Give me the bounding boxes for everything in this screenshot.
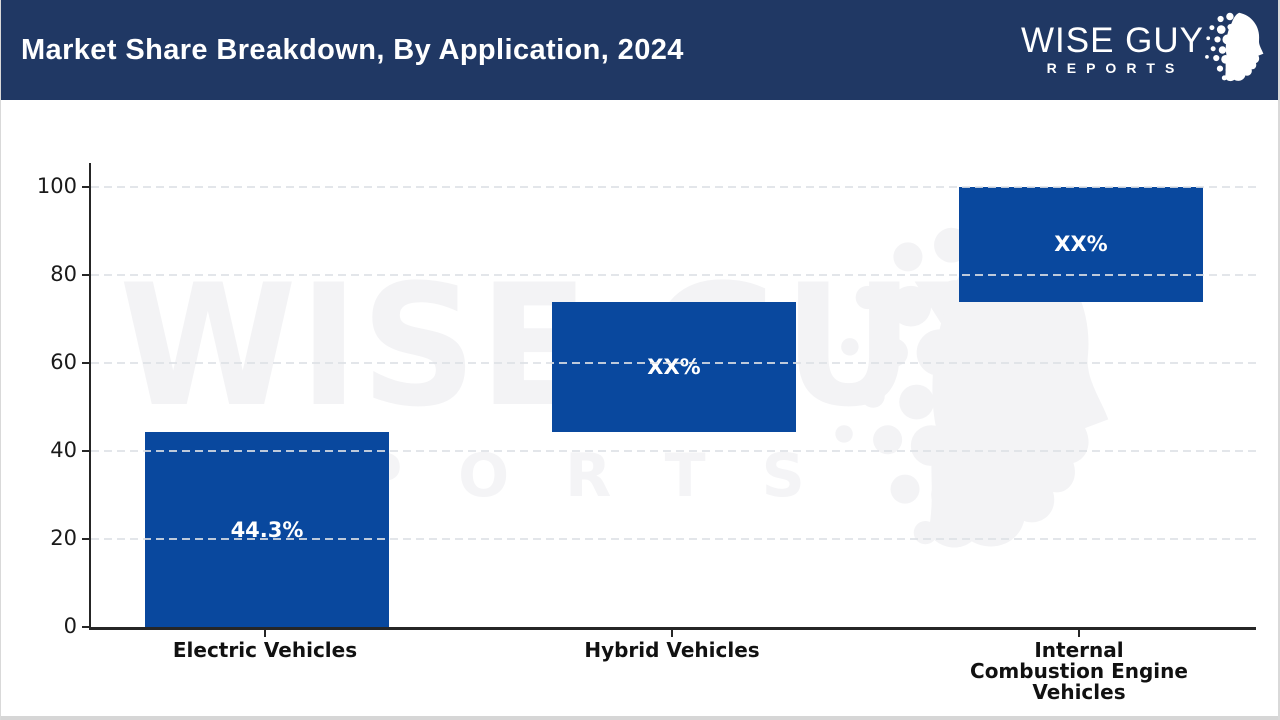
wise-guy-reports-logo: WISE GUY REPORTS [1021, 11, 1264, 89]
y-tick-label-100: 100 [36, 174, 77, 198]
x-tick-mark-1 [671, 630, 673, 637]
logo-name-text: WISE GUY [1020, 21, 1204, 60]
header-bar: Market Share Breakdown, By Application, … [1, 0, 1278, 100]
x-tick-mark-0 [264, 630, 266, 637]
y-tick-mark-100 [82, 186, 89, 188]
bottom-strip [1, 716, 1278, 720]
bar-1: XX% [552, 301, 796, 433]
bar-2: XX% [959, 187, 1203, 302]
y-tick-mark-80 [82, 274, 89, 276]
y-tick-label-40: 40 [50, 438, 77, 462]
y-tick-mark-40 [82, 450, 89, 452]
y-tick-label-20: 20 [50, 526, 77, 550]
y-tick-label-80: 80 [50, 262, 77, 286]
y-tick-mark-0 [82, 626, 89, 628]
x-category-label-1: Hybrid Vehicles [584, 638, 760, 662]
bar-value-label-0: 44.3% [230, 517, 304, 542]
y-tick-label-60: 60 [50, 350, 77, 374]
y-tick-mark-20 [82, 538, 89, 540]
bar-value-label-1: XX% [647, 354, 701, 379]
watermark-head-icon [835, 227, 1109, 548]
bar-0: 44.3% [145, 432, 389, 627]
y-tick-label-0: 0 [63, 614, 77, 638]
logo-text: WISE GUY REPORTS [1021, 23, 1204, 77]
bar-value-label-2: XX% [1054, 232, 1108, 257]
x-category-label-2: Internal Combustion Engine Vehicles [970, 638, 1188, 704]
logo-head-icon [1205, 12, 1264, 82]
logo-sub-text: REPORTS [1046, 60, 1185, 76]
plot-area: 44.3% XX% XX% [89, 163, 1256, 630]
x-category-label-0: Electric Vehicles [172, 638, 358, 662]
page-title: Market Share Breakdown, By Application, … [21, 33, 684, 66]
y-tick-mark-60 [82, 362, 89, 364]
x-tick-mark-2 [1078, 630, 1080, 637]
